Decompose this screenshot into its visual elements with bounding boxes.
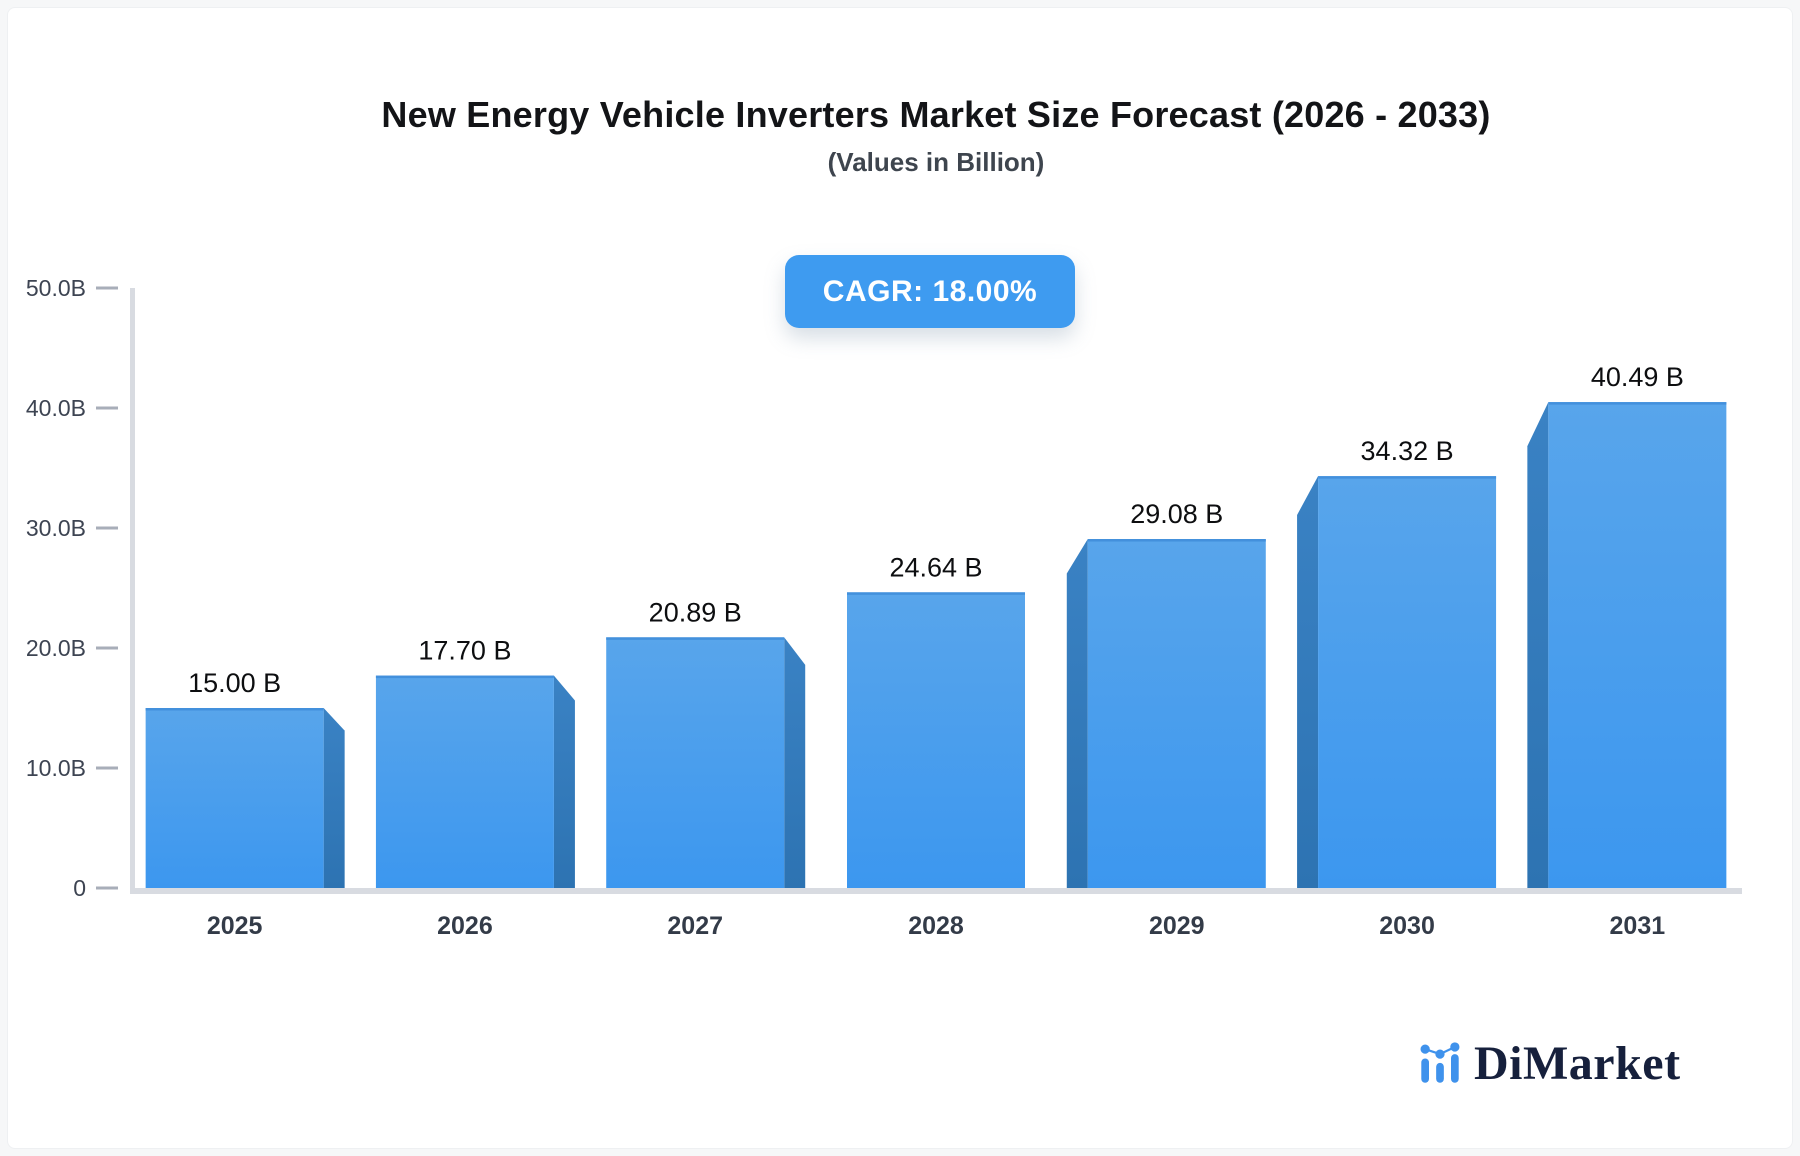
y-axis-line <box>130 288 135 888</box>
bar-value-label: 34.32 B <box>1361 436 1454 466</box>
y-tick <box>96 646 118 650</box>
chart-title: New Energy Vehicle Inverters Market Size… <box>381 94 1491 135</box>
bar-side-face <box>553 675 575 888</box>
chart-subtitle: (Values in Billion) <box>827 147 1045 177</box>
bar-top-edge <box>1548 402 1727 405</box>
y-tick-label: 10.0B <box>26 755 86 781</box>
x-category-label: 2027 <box>667 912 723 940</box>
bar-front-face <box>1087 539 1266 888</box>
brand-logo: DiMarket <box>1418 1036 1681 1091</box>
x-axis-line <box>130 888 1742 894</box>
bar-top-edge <box>1318 476 1497 479</box>
x-category-label: 2026 <box>437 912 493 940</box>
bar-front-face <box>145 708 324 888</box>
bar-side-face <box>1527 402 1549 888</box>
bar-top-edge <box>1087 539 1266 542</box>
x-category-label: 2031 <box>1610 912 1666 940</box>
bar-value-label: 24.64 B <box>889 552 982 582</box>
y-tick-label: 20.0B <box>26 635 86 661</box>
bar-value-label: 15.00 B <box>188 668 281 698</box>
bar-value-label: 20.89 B <box>649 597 742 627</box>
bar-top-edge <box>145 708 324 711</box>
bar-front-face <box>375 675 554 888</box>
bar-side-face <box>784 637 806 888</box>
dimarket-chart-icon <box>1420 1041 1460 1083</box>
bar-front-face <box>1548 402 1727 888</box>
cagr-badge-label: CAGR: 18.00% <box>822 274 1038 308</box>
y-tick-label: 40.0B <box>26 395 86 421</box>
y-tick-label: 0 <box>73 875 86 901</box>
bar-top-edge <box>847 592 1025 595</box>
brand-name: DiMarket <box>1474 1037 1681 1090</box>
x-category-label: 2028 <box>908 912 964 940</box>
logo-bars-and-dots <box>1420 1041 1460 1083</box>
bar-value-label: 17.70 B <box>418 636 511 666</box>
bar-side-face <box>1066 539 1088 888</box>
bar-value-label: 29.08 B <box>1130 499 1223 529</box>
bar-front-face <box>606 637 785 888</box>
bar-front-face <box>847 592 1025 888</box>
bar-top-edge <box>606 637 785 640</box>
bar-front-face <box>1318 476 1497 888</box>
y-tick <box>96 766 118 770</box>
x-category-label: 2029 <box>1149 912 1205 940</box>
x-category-label: 2025 <box>207 912 263 940</box>
bar-value-label: 40.49 B <box>1591 362 1684 392</box>
bar-side-face <box>323 708 345 888</box>
y-tick <box>96 526 118 530</box>
y-tick-label: 30.0B <box>26 515 86 541</box>
y-tick <box>96 286 118 290</box>
y-tick-label: 50.0B <box>26 275 86 301</box>
x-category-label: 2030 <box>1379 912 1435 940</box>
y-tick <box>96 886 118 890</box>
y-tick <box>96 406 118 410</box>
bar-top-edge <box>375 675 554 679</box>
bar-side-face <box>1297 476 1319 888</box>
cagr-badge: CAGR: 18.00% <box>785 255 1075 328</box>
